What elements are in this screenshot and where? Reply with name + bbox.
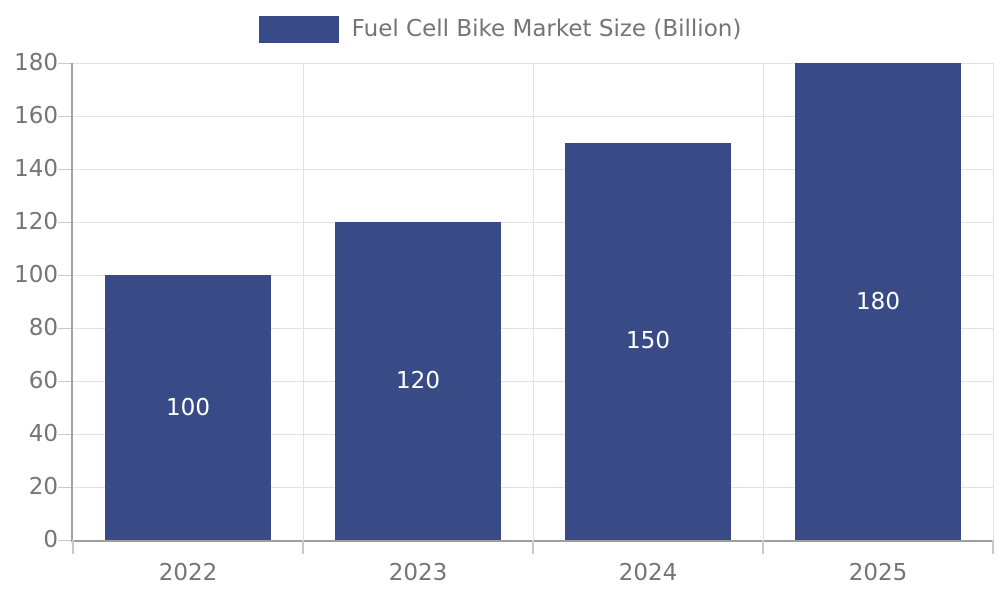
y-tick-label-160: 160 — [14, 103, 58, 129]
gridline-v-2 — [532, 63, 534, 540]
y-tick-label-20: 20 — [28, 474, 58, 500]
y-tick-label-40: 40 — [28, 421, 58, 447]
legend-label: Fuel Cell Bike Market Size (Billion) — [351, 16, 742, 42]
legend[interactable]: Fuel Cell Bike Market Size (Billion) — [0, 16, 1000, 43]
bar-2022: 100 — [105, 275, 271, 540]
y-tick-100 — [58, 274, 71, 276]
x-tick-label-2024: 2024 — [618, 560, 678, 586]
y-tick-160 — [58, 115, 71, 117]
y-tick-0 — [58, 539, 71, 541]
plot-area: 100 120 150 180 — [71, 62, 994, 542]
y-tick-label-0: 0 — [43, 527, 58, 553]
x-tick-label-2023: 2023 — [388, 560, 448, 586]
y-tick-80 — [58, 327, 71, 329]
x-tick-label-2022: 2022 — [158, 560, 218, 586]
x-tick-4 — [992, 540, 994, 554]
y-tick-60 — [58, 380, 71, 382]
y-tick-label-80: 80 — [28, 315, 58, 341]
x-tick-2 — [532, 540, 534, 554]
y-tick-180 — [58, 62, 71, 64]
bar-label-2023: 120 — [396, 368, 440, 394]
y-tick-label-180: 180 — [14, 50, 58, 76]
y-tick-label-140: 140 — [14, 156, 58, 182]
bar-label-2025: 180 — [856, 288, 900, 315]
legend-swatch — [258, 16, 339, 43]
y-tick-label-60: 60 — [28, 368, 58, 394]
gridline-v-4 — [992, 63, 994, 540]
y-tick-120 — [58, 221, 71, 223]
y-tick-label-100: 100 — [14, 262, 58, 288]
gridline-v-1 — [302, 63, 304, 540]
bar-label-2024: 150 — [626, 328, 670, 355]
y-tick-20 — [58, 486, 71, 488]
x-tick-1 — [302, 540, 304, 554]
bar-2025: 180 — [795, 63, 961, 540]
y-tick-40 — [58, 433, 71, 435]
y-tick-140 — [58, 168, 71, 170]
bar-label-2022: 100 — [166, 394, 210, 421]
x-tick-label-2025: 2025 — [848, 560, 908, 586]
gridline-v-3 — [762, 63, 764, 540]
x-tick-3 — [762, 540, 764, 554]
y-tick-label-120: 120 — [14, 209, 58, 235]
bar-2023: 120 — [335, 222, 501, 540]
x-tick-0 — [72, 540, 74, 554]
bar-2024: 150 — [565, 142, 731, 540]
